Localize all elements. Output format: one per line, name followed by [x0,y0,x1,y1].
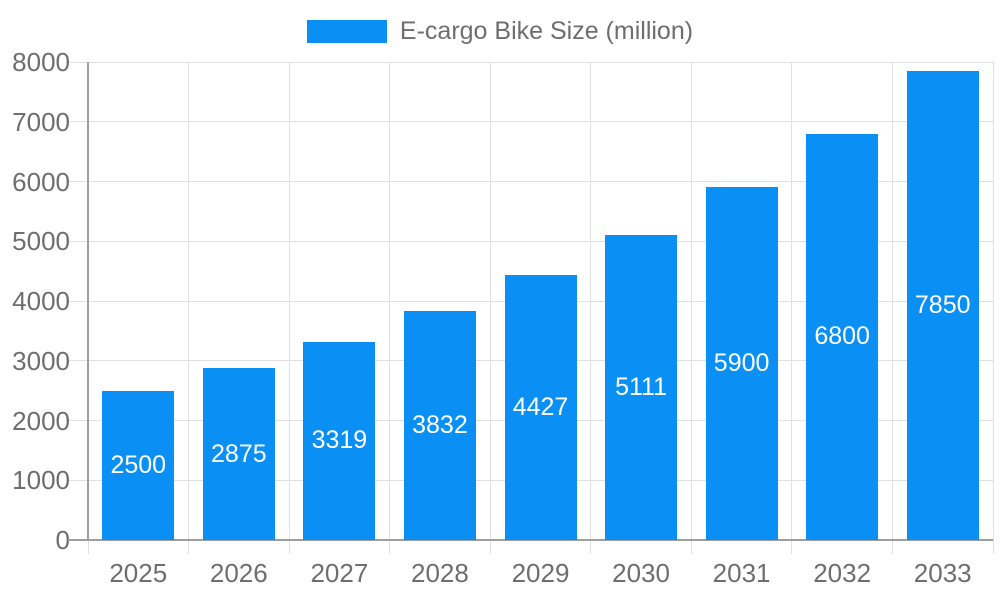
bar-2029[interactable]: 4427 [504,275,577,540]
y-axis-line [87,62,89,540]
bar-2027[interactable]: 3319 [303,341,376,540]
bar-value-label: 5900 [713,349,770,378]
gridline-vertical [389,62,391,540]
gridline-horizontal [68,61,993,63]
y-axis-label: 7000 [12,106,70,137]
bar-value-label: 5111 [615,372,667,401]
x-axis-tick [690,540,692,554]
gridline-vertical [288,62,290,540]
bar-value-label: 3832 [412,411,468,439]
x-axis-tick [87,540,89,554]
bar-2033[interactable]: 7850 [906,70,979,540]
gridline-vertical [690,62,692,540]
gridline-vertical [992,62,994,540]
x-axis-label: 2032 [813,558,872,588]
x-axis-label: 2030 [612,558,670,588]
x-axis-tick [791,540,793,554]
bar-value-label: 6800 [814,322,870,351]
gridline-vertical [489,62,491,540]
x-axis-label: 2029 [511,558,570,588]
x-axis-label: 2025 [109,558,168,588]
x-axis-tick [389,540,391,554]
legend-label: E-cargo Bike Size (million) [399,16,694,45]
x-axis-label: 2033 [913,558,972,588]
x-axis-label: 2027 [310,558,369,588]
gridline-horizontal [68,240,993,242]
y-axis-label: 8000 [12,47,70,77]
x-axis-line [68,539,993,541]
bar-2028[interactable]: 3832 [403,311,476,540]
bar-2030[interactable]: 5111 [605,234,678,540]
gridline-horizontal [68,181,993,182]
y-axis-label: 2000 [12,405,70,436]
gridline-horizontal [68,121,993,123]
y-axis-label: 3000 [12,345,70,376]
x-axis-tick [489,540,491,554]
bar-2031[interactable]: 5900 [705,187,778,540]
y-axis-label: 4000 [12,286,70,316]
bar-value-label: 7850 [914,290,971,319]
x-axis-tick [188,540,190,554]
x-axis-tick [992,540,994,554]
x-axis-label: 2031 [712,558,771,588]
legend-swatch [306,19,387,43]
gridline-vertical [791,62,793,540]
y-axis-label: 0 [55,525,70,555]
x-axis-label: 2028 [411,558,469,588]
y-axis-label: 1000 [12,465,70,496]
gridline-vertical [891,62,893,540]
bar-2026[interactable]: 2875 [202,368,275,540]
x-axis-tick [891,540,893,554]
x-axis-tick [288,540,290,554]
y-axis-label: 5000 [12,226,70,257]
bar-2032[interactable]: 6800 [806,133,879,540]
x-axis-label: 2026 [209,558,268,588]
gridline-vertical [590,62,592,540]
y-axis-label: 6000 [12,166,70,197]
plot-area: 0 1000 2000 3000 4000 5000 6000 7000 8000 2025 250… [12,47,994,588]
bar-value-label: 4427 [512,393,569,422]
legend: E-cargo Bike Size (million) [0,16,1000,46]
bar-value-label: 2875 [211,439,267,468]
bar-2025[interactable]: 2500 [102,390,175,540]
bar-value-label: 3319 [311,426,368,455]
x-axis-tick [590,540,592,554]
gridline-vertical [188,62,190,540]
bar-value-label: 2500 [110,450,167,479]
